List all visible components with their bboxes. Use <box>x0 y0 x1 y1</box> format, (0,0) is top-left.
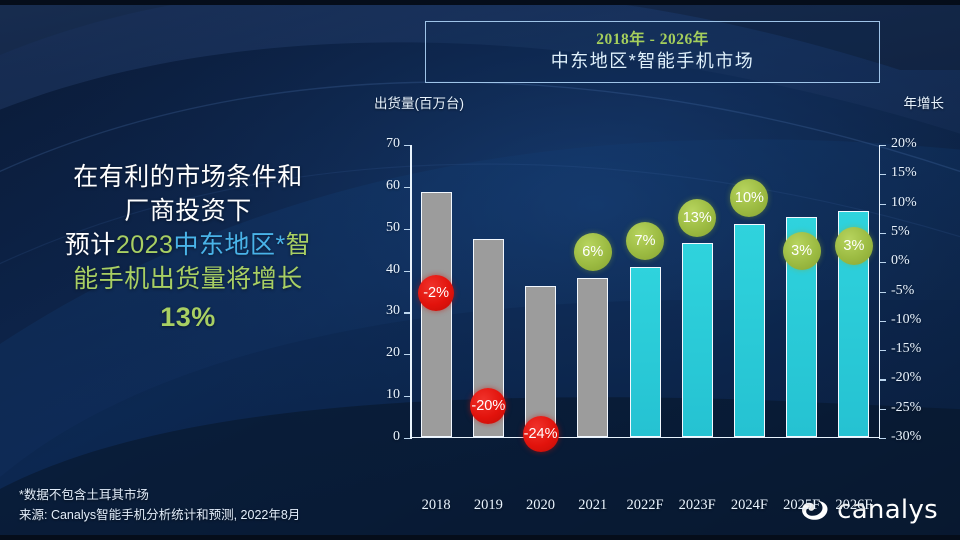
headline-prefix: 预计 <box>64 231 116 259</box>
bar[interactable] <box>733 223 765 437</box>
y-tick-label-left: 0 <box>393 429 400 444</box>
y-tick-label-left: 10 <box>386 387 400 403</box>
bar[interactable] <box>577 277 609 437</box>
growth-bubble-negative[interactable]: -2% <box>418 275 455 312</box>
y-tick-label-right: -30% <box>891 429 922 444</box>
headline-line-1: 在有利的市场条件和 <box>73 163 303 191</box>
y-tick-label-right: -20% <box>891 370 922 386</box>
y-tick-left <box>404 438 410 440</box>
canalys-logo: canalys <box>800 495 938 525</box>
x-axis-label: 2018 <box>421 497 451 513</box>
y-tick-left <box>404 270 410 272</box>
footnote-source: 来源: Canalys智能手机分析统计和预测, 2022年8月 <box>19 508 301 523</box>
y-axis-title-right: 年增长 <box>903 96 945 111</box>
growth-bubble-positive[interactable]: 3% <box>834 226 873 265</box>
headline-year: 2023 <box>115 231 174 259</box>
y-tick-right <box>880 174 886 176</box>
growth-bubble-negative[interactable]: -24% <box>522 415 559 452</box>
growth-bubble-negative[interactable]: -20% <box>470 388 507 425</box>
y-tick-left <box>404 312 410 314</box>
canalys-wordmark: canalys <box>837 495 938 525</box>
y-tick-label-right: -15% <box>891 341 922 357</box>
x-axis <box>410 436 880 438</box>
y-tick-right <box>880 291 886 293</box>
y-tick-label-right: 20% <box>891 136 917 151</box>
bar[interactable] <box>525 286 557 437</box>
y-tick-label-right: 0% <box>891 253 910 269</box>
y-tick-left <box>404 186 410 189</box>
bar-chart: 出货量(百万台) 年增长 0 10 20 30 40 50 60 70 20% 15% 10% 5%… <box>368 92 948 513</box>
footnote-asterisk: *数据不包含土耳其市场 <box>19 487 149 502</box>
x-axis-label: 2019 <box>473 497 503 513</box>
y-tick-right <box>880 320 886 322</box>
y-tick-label-right: 15% <box>891 165 917 181</box>
x-axis-label: 2023F <box>678 497 716 513</box>
title-period: 2018年 - 2026年 <box>596 31 709 49</box>
bar[interactable] <box>681 243 713 437</box>
y-tick-left <box>404 228 410 230</box>
headline-region: 中东地区* <box>173 231 286 259</box>
chart-title-box: 2018年 - 2026年 中东地区*智能手机市场 <box>425 21 880 83</box>
growth-bubble-positive[interactable]: 13% <box>678 198 717 237</box>
x-axis-label: 2021 <box>578 497 608 513</box>
y-tick-label-left: 50 <box>386 219 400 235</box>
growth-bubble-positive[interactable]: 3% <box>782 232 821 271</box>
x-axis-label: 2024F <box>730 497 768 513</box>
x-axis-label: 2026F <box>835 497 873 513</box>
title-subject: 中东地区*智能手机市场 <box>550 51 755 72</box>
y-axis-left <box>410 145 412 439</box>
y-tick-right <box>880 350 886 352</box>
y-tick-right <box>880 379 886 381</box>
y-tick-label-right: -5% <box>891 282 915 298</box>
bar[interactable] <box>420 191 452 437</box>
headline-statement: 在有利的市场条件和 厂商投资下 预计2023中东地区*智 能手机出货量将增长 1… <box>18 160 358 336</box>
plot-area: 0 10 20 30 40 50 60 70 20% 15% 10% 5% 0% -5% -10% -15%… <box>386 136 921 513</box>
y-tick-label-left: 70 <box>386 136 400 151</box>
footnotes: *数据不包含土耳其市场 来源: Canalys智能手机分析统计和预测, 2022… <box>19 485 300 526</box>
y-tick-right <box>880 408 886 410</box>
growth-bubble-positive[interactable]: 6% <box>573 233 612 272</box>
growth-bubble-positive[interactable]: 10% <box>730 179 769 218</box>
y-tick-left <box>404 396 410 398</box>
y-tick-left <box>404 145 410 147</box>
headline-line-4: 能手机出货量将增长 <box>73 265 303 293</box>
y-axis-right <box>878 145 880 439</box>
growth-bubble-positive[interactable]: 7% <box>626 222 664 261</box>
x-axis-label: 2020 <box>526 497 556 513</box>
y-tick-left <box>404 354 410 356</box>
y-tick-label-right: 5% <box>891 223 910 239</box>
y-tick-right <box>880 438 886 440</box>
bar[interactable] <box>629 266 661 437</box>
x-axis-label: 2022F <box>626 497 664 513</box>
headline-growth-figure: 13% <box>160 302 216 332</box>
y-tick-label-left: 20 <box>386 345 400 361</box>
x-axis-label: 2025F <box>783 497 821 513</box>
headline-smart: 智 <box>285 231 312 259</box>
y-tick-label-right: -10% <box>891 311 922 327</box>
canalys-swoosh-icon <box>802 500 828 520</box>
y-tick-right <box>880 262 886 264</box>
y-tick-label-left: 60 <box>386 177 400 193</box>
y-tick-label-left: 40 <box>386 261 400 277</box>
y-axis-title-left: 出货量(百万台) <box>374 96 464 111</box>
y-tick-right <box>880 145 886 147</box>
y-tick-label-right: 10% <box>891 194 917 210</box>
y-tick-right <box>880 232 886 235</box>
y-tick-label-right: -25% <box>891 399 922 415</box>
y-tick-label-left: 30 <box>386 303 400 319</box>
y-tick-right <box>880 203 886 205</box>
headline-line-2: 厂商投资下 <box>124 197 252 225</box>
